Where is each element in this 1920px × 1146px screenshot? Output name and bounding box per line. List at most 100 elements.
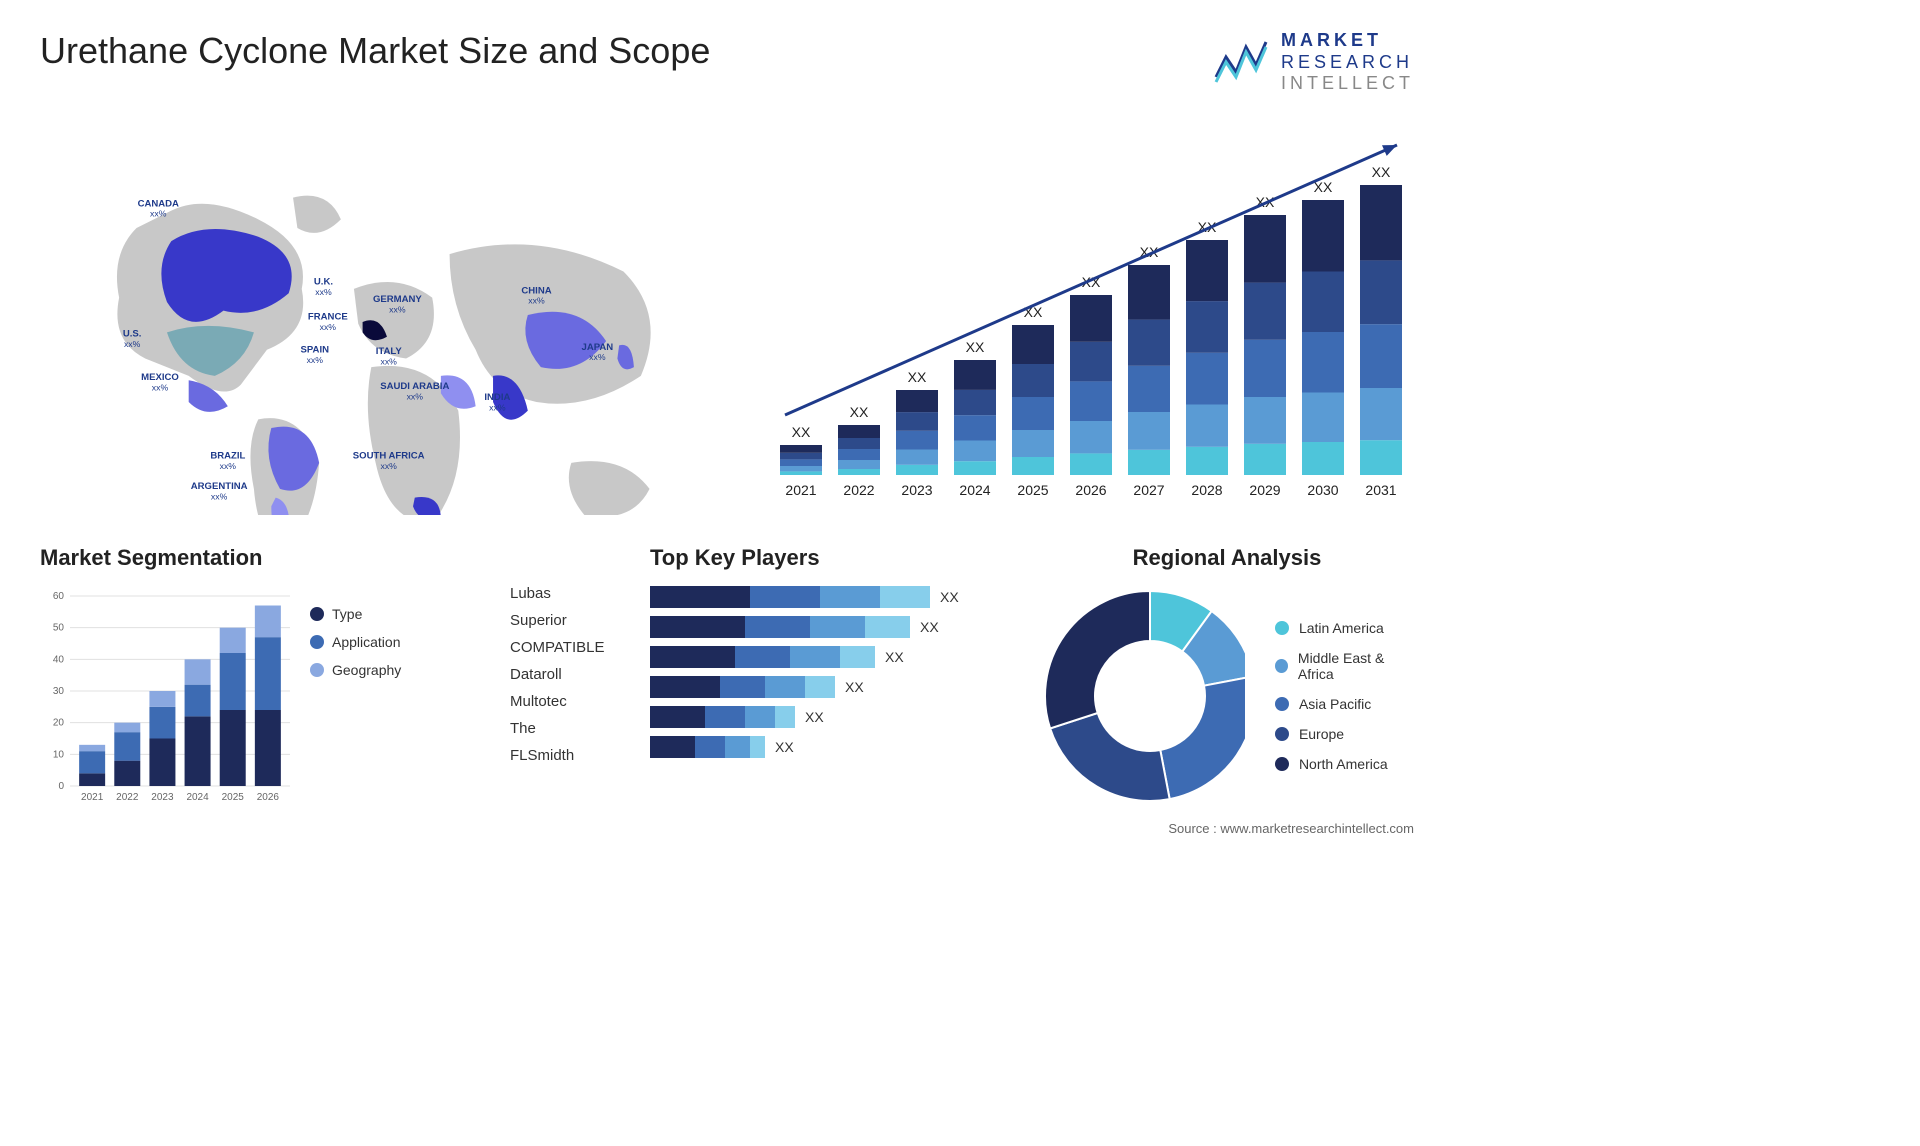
player-bar-value: XX — [920, 619, 939, 635]
svg-text:2021: 2021 — [785, 482, 816, 498]
svg-text:ARGENTINA: ARGENTINA — [191, 481, 248, 492]
player-bar-row: XX — [650, 646, 1010, 668]
svg-text:ITALY: ITALY — [376, 346, 403, 357]
svg-text:CANADA: CANADA — [138, 198, 179, 209]
legend-label: Middle East & Africa — [1298, 650, 1414, 682]
svg-text:xx%: xx% — [407, 391, 424, 401]
legend-swatch — [1275, 621, 1289, 635]
player-bar-segment — [810, 616, 865, 638]
svg-text:U.K.: U.K. — [314, 276, 333, 287]
player-bar-segment — [650, 616, 745, 638]
logo-icon — [1211, 37, 1271, 87]
legend-swatch — [1275, 727, 1289, 741]
regional-title: Regional Analysis — [1040, 545, 1414, 571]
player-bar-segment — [695, 736, 725, 758]
svg-text:SPAIN: SPAIN — [301, 344, 330, 355]
svg-text:xx%: xx% — [528, 295, 545, 305]
player-bar-row: XX — [650, 616, 1010, 638]
logo-line1: MARKET — [1281, 30, 1414, 52]
regional-legend-item: North America — [1275, 756, 1414, 772]
player-bar-segment — [650, 676, 720, 698]
growth-chart: XX2021XX2022XX2023XX2024XX2025XX2026XX20… — [760, 115, 1420, 515]
legend-swatch — [1275, 659, 1288, 673]
players-title: Top Key Players — [650, 545, 1010, 571]
svg-text:XX: XX — [1372, 164, 1391, 180]
player-bar-segment — [745, 616, 810, 638]
svg-text:30: 30 — [53, 686, 65, 697]
player-bar — [650, 706, 795, 728]
growth-chart-svg: XX2021XX2022XX2023XX2024XX2025XX2026XX20… — [760, 115, 1420, 515]
player-bar-segment — [745, 706, 775, 728]
player-bar-segment — [725, 736, 750, 758]
player-bar-segment — [650, 706, 705, 728]
svg-text:2024: 2024 — [186, 792, 209, 803]
player-bar — [650, 586, 930, 608]
player-name: Lubas — [510, 585, 630, 602]
svg-text:2026: 2026 — [257, 792, 280, 803]
svg-text:2025: 2025 — [1017, 482, 1048, 498]
regional-legend-item: Europe — [1275, 726, 1414, 742]
logo-line3: INTELLECT — [1281, 73, 1414, 95]
svg-text:2026: 2026 — [1075, 482, 1106, 498]
segmentation-section: Market Segmentation 01020304050602021202… — [40, 545, 480, 806]
legend-label: Geography — [332, 662, 401, 678]
legend-swatch — [1275, 697, 1289, 711]
player-bar — [650, 676, 835, 698]
svg-text:xx%: xx% — [380, 461, 397, 471]
svg-text:xx%: xx% — [380, 356, 397, 366]
player-name: Superior — [510, 612, 630, 629]
svg-text:xx%: xx% — [211, 491, 228, 501]
page-title: Urethane Cyclone Market Size and Scope — [40, 30, 710, 72]
svg-text:2027: 2027 — [1133, 482, 1164, 498]
svg-text:60: 60 — [53, 591, 65, 602]
svg-text:xx%: xx% — [307, 355, 324, 365]
player-bar-segment — [750, 586, 820, 608]
player-bar-segment — [735, 646, 790, 668]
player-bar-segment — [650, 586, 750, 608]
players-list: LubasSuperiorCOMPATIBLEDatarollMultotecT… — [510, 545, 630, 806]
segmentation-title: Market Segmentation — [40, 545, 480, 571]
player-bar-segment — [650, 646, 735, 668]
svg-text:SAUDI ARABIA: SAUDI ARABIA — [380, 381, 449, 392]
regional-donut — [1040, 586, 1245, 806]
svg-text:20: 20 — [53, 717, 65, 728]
svg-text:0: 0 — [58, 781, 64, 792]
svg-text:XX: XX — [792, 424, 811, 440]
svg-text:xx%: xx% — [315, 287, 332, 297]
svg-text:2022: 2022 — [116, 792, 139, 803]
svg-text:XX: XX — [850, 404, 869, 420]
svg-text:2028: 2028 — [1191, 482, 1222, 498]
player-bar-row: XX — [650, 736, 1010, 758]
segmentation-legend: Type Application Geography — [310, 586, 401, 678]
svg-text:2031: 2031 — [1365, 482, 1396, 498]
svg-text:xx%: xx% — [152, 382, 169, 392]
player-bar-segment — [750, 736, 765, 758]
player-bar-segment — [790, 646, 840, 668]
svg-text:40: 40 — [53, 654, 65, 665]
player-bar-row: XX — [650, 586, 1010, 608]
legend-label: North America — [1299, 756, 1388, 772]
svg-text:xx%: xx% — [150, 209, 167, 219]
svg-text:10: 10 — [53, 749, 65, 760]
player-bar — [650, 646, 875, 668]
svg-text:xx%: xx% — [389, 304, 406, 314]
player-bar-segment — [840, 646, 875, 668]
svg-text:2022: 2022 — [843, 482, 874, 498]
svg-text:XX: XX — [966, 339, 985, 355]
svg-text:FRANCE: FRANCE — [308, 311, 348, 322]
svg-text:2029: 2029 — [1249, 482, 1280, 498]
world-map: CANADAxx%U.S.xx%MEXICOxx%BRAZILxx%ARGENT… — [40, 115, 720, 515]
svg-text:INDIA: INDIA — [484, 392, 510, 403]
legend-label: Type — [332, 606, 362, 622]
legend-swatch — [310, 663, 324, 677]
player-bar-value: XX — [885, 649, 904, 665]
segmentation-legend-item: Application — [310, 634, 401, 650]
player-bar-row: XX — [650, 676, 1010, 698]
regional-legend-item: Latin America — [1275, 620, 1414, 636]
brand-logo: MARKET RESEARCH INTELLECT — [1211, 30, 1414, 95]
svg-text:2030: 2030 — [1307, 482, 1338, 498]
regional-legend-item: Asia Pacific — [1275, 696, 1414, 712]
legend-label: Application — [332, 634, 401, 650]
player-bar-segment — [880, 586, 930, 608]
segmentation-legend-item: Geography — [310, 662, 401, 678]
